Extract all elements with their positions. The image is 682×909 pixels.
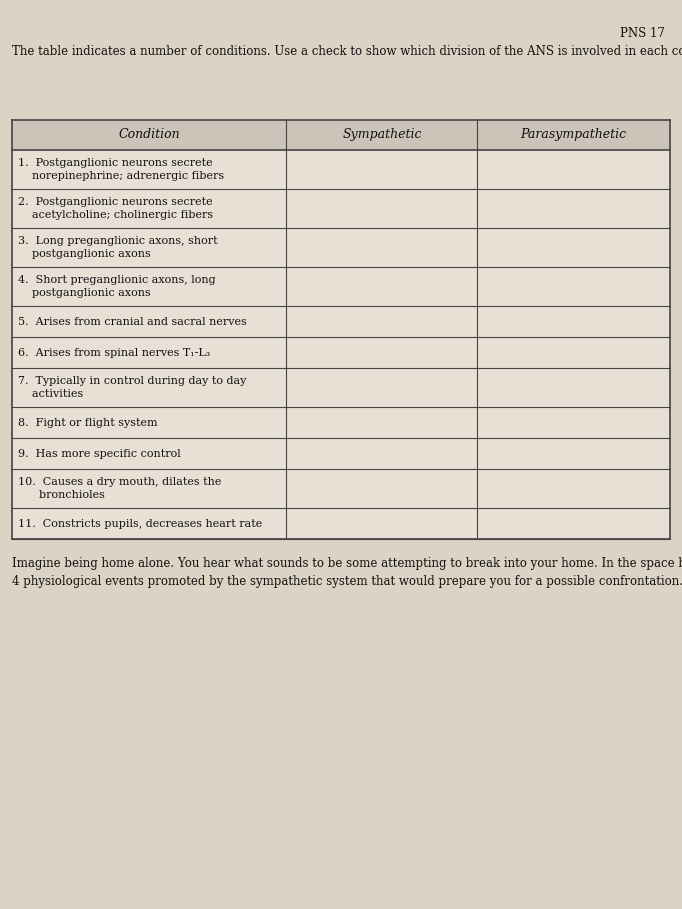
Text: 7.  Typically in control during day to day
    activities: 7. Typically in control during day to da… <box>18 376 247 399</box>
Text: 10.  Causes a dry mouth, dilates the
      bronchioles: 10. Causes a dry mouth, dilates the bron… <box>18 477 222 500</box>
Text: 9.  Has more specific control: 9. Has more specific control <box>18 448 181 459</box>
Text: 2.  Postganglionic neurons secrete
    acetylcholine; cholinergic fibers: 2. Postganglionic neurons secrete acetyl… <box>18 197 213 220</box>
Text: 5.  Arises from cranial and sacral nerves: 5. Arises from cranial and sacral nerves <box>18 316 247 327</box>
Text: The table indicates a number of conditions. Use a check to show which division o: The table indicates a number of conditio… <box>12 45 682 58</box>
Text: Condition: Condition <box>119 128 180 142</box>
Bar <box>12 120 670 539</box>
Text: PNS 17: PNS 17 <box>620 27 665 40</box>
Text: Sympathetic: Sympathetic <box>342 128 421 142</box>
Text: 3.  Long preganglionic axons, short
    postganglionic axons: 3. Long preganglionic axons, short postg… <box>18 236 218 259</box>
Text: 11.  Constricts pupils, decreases heart rate: 11. Constricts pupils, decreases heart r… <box>18 518 263 529</box>
Text: 1.  Postganglionic neurons secrete
    norepinephrine; adrenergic fibers: 1. Postganglionic neurons secrete norepi… <box>18 158 224 181</box>
Bar <box>12 120 670 150</box>
Text: Imagine being home alone. You hear what sounds to be some attempting to break in: Imagine being home alone. You hear what … <box>12 557 682 588</box>
Text: 8.  Fight or flight system: 8. Fight or flight system <box>18 417 158 428</box>
Text: 6.  Arises from spinal nerves T₁-L₃: 6. Arises from spinal nerves T₁-L₃ <box>18 347 211 358</box>
Text: 4.  Short preganglionic axons, long
    postganglionic axons: 4. Short preganglionic axons, long postg… <box>18 275 216 298</box>
Text: Parasympathetic: Parasympathetic <box>520 128 627 142</box>
